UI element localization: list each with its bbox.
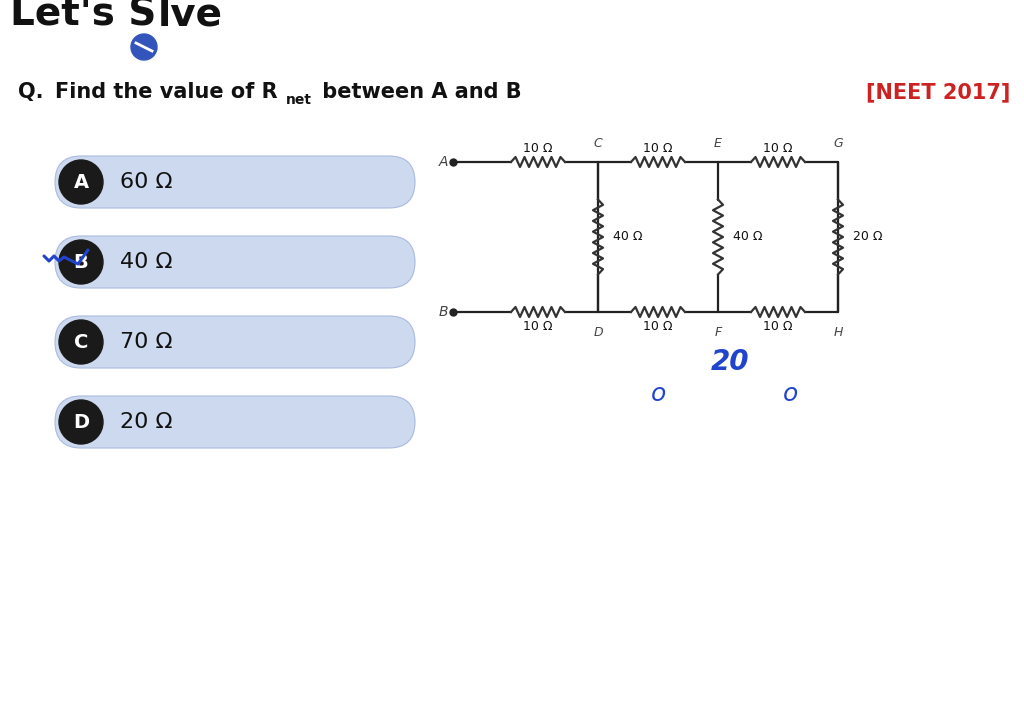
Text: lve: lve — [158, 0, 223, 34]
Circle shape — [131, 34, 157, 60]
Text: 10 Ω: 10 Ω — [523, 143, 553, 156]
Text: 20 Ω: 20 Ω — [853, 230, 883, 244]
Text: D: D — [593, 326, 603, 339]
Text: 10 Ω: 10 Ω — [643, 143, 673, 156]
Text: A: A — [438, 155, 449, 169]
Text: H: H — [834, 326, 843, 339]
Text: 10 Ω: 10 Ω — [643, 319, 673, 333]
Text: B: B — [74, 253, 88, 272]
Circle shape — [59, 160, 103, 204]
Text: 10 Ω: 10 Ω — [763, 319, 793, 333]
Text: Let's S: Let's S — [10, 0, 157, 34]
Text: 40 Ω: 40 Ω — [613, 230, 642, 244]
Text: 20 Ω: 20 Ω — [120, 412, 172, 432]
Text: [NEET 2017]: [NEET 2017] — [865, 82, 1010, 102]
Text: 20: 20 — [711, 348, 750, 376]
Text: 10 Ω: 10 Ω — [763, 143, 793, 156]
Text: G: G — [834, 137, 843, 150]
Text: Find the value of R: Find the value of R — [55, 82, 278, 102]
Text: 70 Ω: 70 Ω — [120, 332, 172, 352]
FancyBboxPatch shape — [55, 236, 415, 288]
FancyBboxPatch shape — [55, 396, 415, 448]
Text: C: C — [74, 333, 88, 352]
FancyBboxPatch shape — [55, 156, 415, 208]
Circle shape — [59, 400, 103, 444]
Text: 60 Ω: 60 Ω — [120, 172, 172, 192]
Text: D: D — [73, 413, 89, 432]
Text: 40 Ω: 40 Ω — [120, 252, 172, 272]
Text: E: E — [714, 137, 722, 150]
Text: A: A — [74, 173, 88, 192]
Text: 40 Ω: 40 Ω — [733, 230, 763, 244]
Text: 10 Ω: 10 Ω — [523, 319, 553, 333]
Text: B: B — [438, 305, 449, 319]
Text: F: F — [715, 326, 722, 339]
Circle shape — [59, 240, 103, 284]
Text: o: o — [782, 382, 798, 406]
Text: Q.: Q. — [18, 82, 43, 102]
Circle shape — [59, 320, 103, 364]
Text: C: C — [594, 137, 602, 150]
Text: net: net — [286, 93, 312, 107]
Text: between A and B: between A and B — [315, 82, 521, 102]
FancyBboxPatch shape — [55, 316, 415, 368]
Text: o: o — [650, 382, 666, 406]
